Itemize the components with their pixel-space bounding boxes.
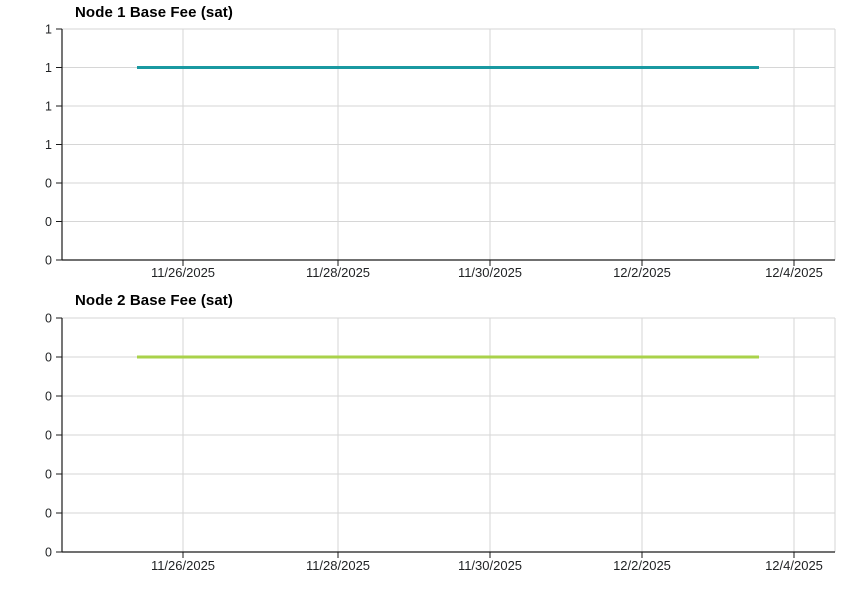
chart-2: 0 0 0 0 0 0 0 11/26/2025 11/28/2025 11/30/2025 12/… xyxy=(45,312,836,573)
x-tick-label: 11/26/2025 xyxy=(151,558,215,573)
y-tick-label: 0 xyxy=(45,429,52,443)
chart-title-node-2-base-fee: Node 2 Base Fee (sat) xyxy=(75,292,233,309)
x-tick-label: 11/26/2025 xyxy=(151,265,215,280)
y-tick-label: 0 xyxy=(45,215,52,229)
x-tick-label: 11/30/2025 xyxy=(458,558,522,573)
x-tick-label: 11/30/2025 xyxy=(458,265,522,280)
y-tick-label: 0 xyxy=(45,312,52,326)
x-tick-label: 12/4/2025 xyxy=(765,265,823,280)
y-tick-label: 0 xyxy=(45,351,52,365)
y-tick-label: 0 xyxy=(45,177,52,191)
x-tick-label: 12/4/2025 xyxy=(765,558,823,573)
y-tick-label: 0 xyxy=(45,390,52,404)
y-tick-label: 0 xyxy=(45,507,52,521)
chart-1: 1 1 1 1 0 0 0 11/26/2025 11/28/2025 11/30/2025 12/… xyxy=(45,23,836,280)
x-tick-label: 12/2/2025 xyxy=(613,558,671,573)
y-tick-label: 1 xyxy=(45,23,52,37)
y-tick-label: 1 xyxy=(45,100,52,114)
x-tick-label: 12/2/2025 xyxy=(613,265,671,280)
y-tick-label: 1 xyxy=(45,61,52,75)
y-tick-label: 0 xyxy=(45,546,52,560)
x-tick-label: 11/28/2025 xyxy=(306,558,370,573)
y-tick-label: 1 xyxy=(45,138,52,152)
x-tick-label: 11/28/2025 xyxy=(306,265,370,280)
y-tick-label: 0 xyxy=(45,254,52,268)
y-tick-label: 0 xyxy=(45,468,52,482)
chart-title-node-1-base-fee: Node 1 Base Fee (sat) xyxy=(75,4,233,21)
